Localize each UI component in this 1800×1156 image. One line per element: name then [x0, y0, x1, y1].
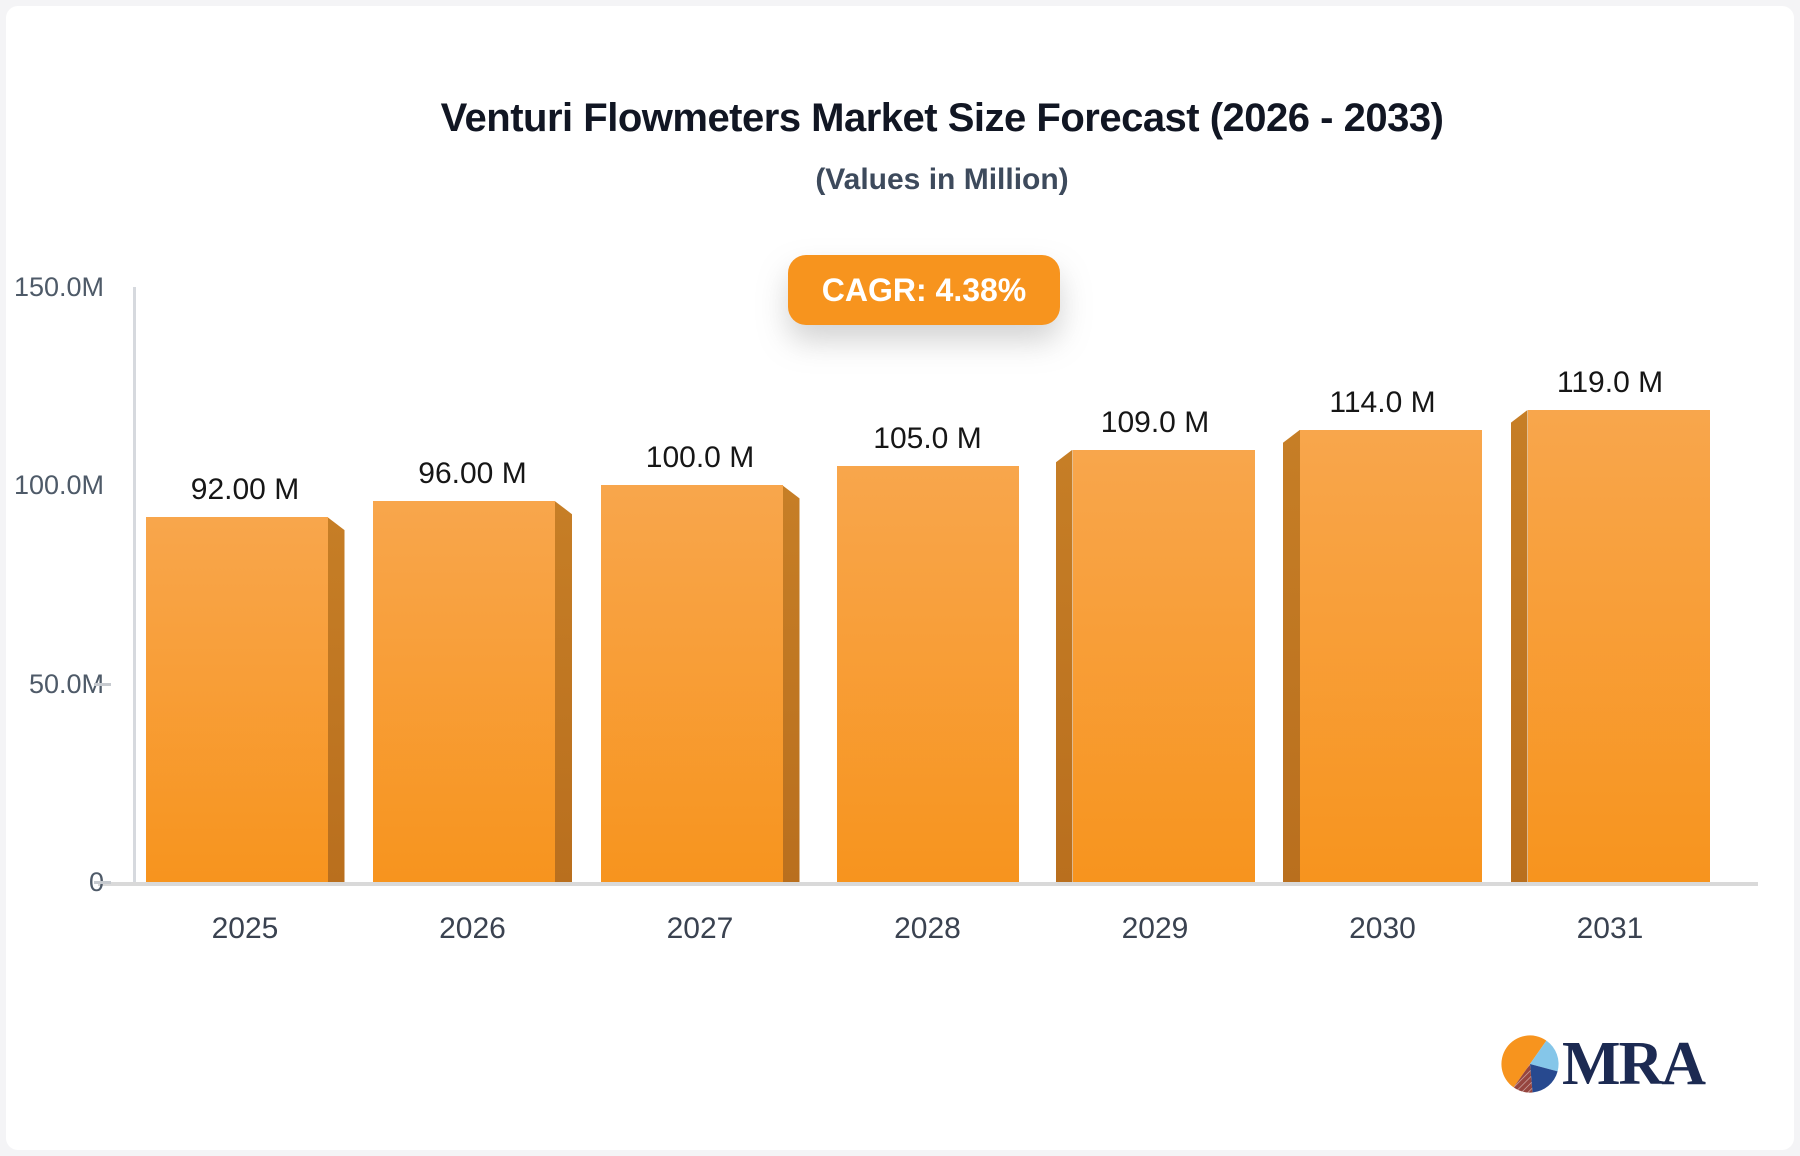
mra-logo: MRA: [1500, 1030, 1706, 1098]
bar-value-label: 119.0 M: [1556, 365, 1664, 399]
x-axis-category-label: 2026: [439, 912, 506, 945]
y-tick-label: 0: [0, 867, 104, 898]
pie-chart-logo-icon: [1501, 1035, 1559, 1093]
x-axis-category-label: 2028: [894, 912, 961, 945]
bar: [145, 517, 328, 882]
chart-title: Venturi Flowmeters Market Size Forecast …: [440, 96, 1444, 140]
bar-value-label: 92.00 M: [190, 473, 300, 507]
chart-header: Venturi Flowmeters Market Size Forecast …: [134, 0, 1750, 197]
bar-side-face: [1055, 449, 1073, 882]
bar-side-face: [782, 485, 800, 882]
y-axis-line: [133, 287, 136, 883]
bar-value-label: 100.0 M: [645, 441, 755, 475]
bar-side-face: [555, 501, 572, 882]
bar-value-label: 114.0 M: [1329, 385, 1436, 419]
bar-value-label: 109.0 M: [1100, 405, 1210, 439]
bar-value-label: 105.0 M: [873, 421, 982, 455]
y-tick-label: 150.0M: [13, 272, 104, 302]
y-tick-label: 100.0M: [13, 470, 104, 501]
x-axis-category-label: 2030: [1349, 912, 1416, 945]
x-axis-category-label: 2027: [666, 912, 734, 945]
bar: [836, 465, 1019, 882]
y-tick-dash: [94, 881, 111, 884]
y-tick-dash: [94, 682, 111, 686]
bar-side-face: [1510, 409, 1528, 882]
cagr-badge: CAGR: 4.38%: [788, 255, 1060, 325]
bar: [373, 501, 555, 882]
x-axis-baseline: [98, 882, 1758, 886]
bar-side-face: [1283, 429, 1300, 882]
bar: [1527, 409, 1710, 882]
bar: [1072, 449, 1255, 882]
x-axis-category-label: 2025: [211, 912, 279, 945]
y-tick-label: 50.0M: [28, 668, 104, 699]
chart-subtitle: (Values in Million): [815, 163, 1069, 196]
bar-value-label: 96.00 M: [418, 457, 527, 491]
bar-side-face: [327, 517, 345, 882]
x-axis-category-label: 2031: [1576, 912, 1644, 945]
x-axis-category-label: 2029: [1121, 912, 1189, 945]
bar: [1300, 429, 1482, 882]
logo-text: MRA: [1562, 1030, 1706, 1098]
bar: [600, 485, 783, 882]
